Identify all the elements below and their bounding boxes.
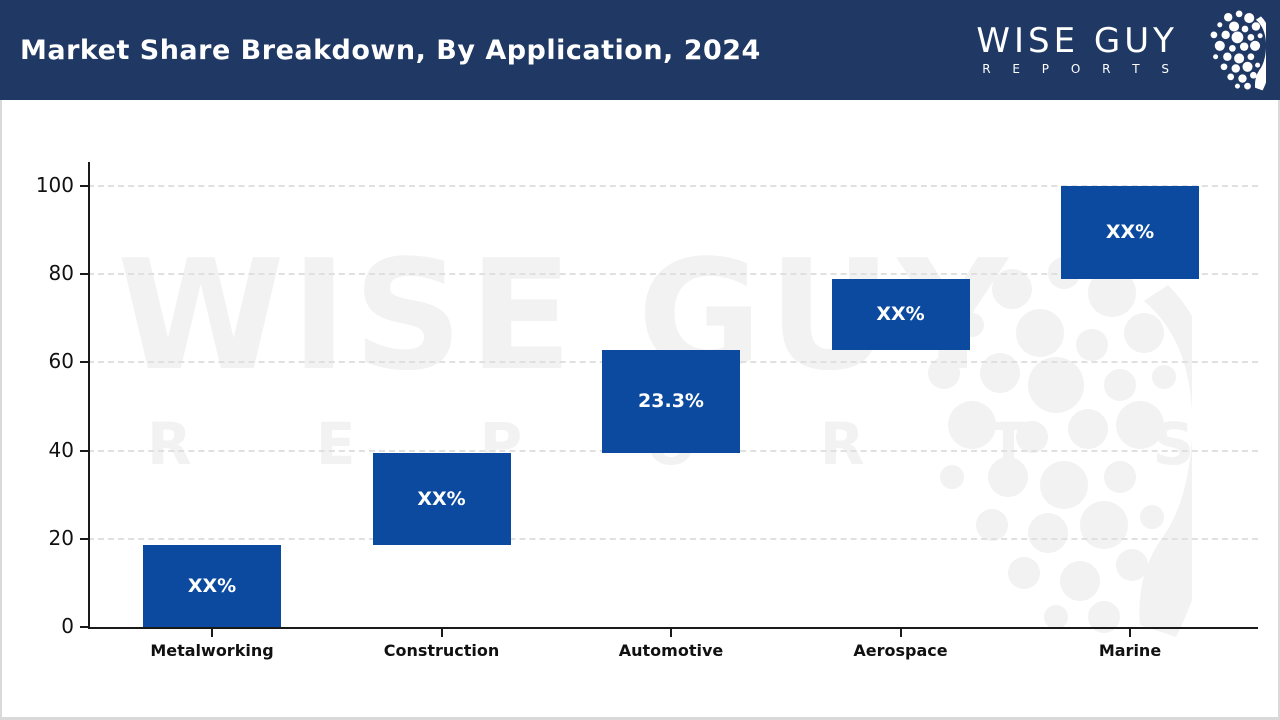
bar-value-label: XX% [417,488,466,511]
bar-value-label: XX% [876,303,925,326]
bar-marine: XX% [1061,186,1199,279]
bar-aerospace: XX% [831,278,970,351]
y-tick-label-40: 40 [48,437,74,462]
y-tick-label-0: 0 [61,614,74,638]
wiseguy-logo: WISE GUY R E P O R T S [976,6,1280,94]
chart-panel: WISE GUY R E P O R T S 020406080100XX%Me… [0,100,1280,720]
x-tick-3 [899,629,902,637]
gridline-100 [88,185,1258,187]
y-tick-label-60: 60 [48,349,74,374]
x-tick-1 [440,629,443,637]
x-tick-2 [670,629,672,637]
y-tick-80 [80,273,88,276]
y-tick-0 [80,626,88,628]
y-tick-100 [80,185,88,187]
y-tick-60 [80,361,88,364]
bar-value-label: 23.3% [638,390,704,413]
bar-metalworking: XX% [143,545,281,627]
chart-title: Market Share Breakdown, By Application, … [20,34,761,66]
x-category-label: Construction [383,641,500,660]
y-tick-label-20: 20 [48,525,74,550]
bar-value-label: XX% [187,575,237,598]
gridline-80 [88,273,1258,276]
y-tick-40 [80,449,88,452]
y-tick-label-80: 80 [48,261,74,286]
logo-subtitle-text: R E P O R T S [982,62,1178,76]
plot-area: 0 20 40 60 80 100 XX% Metalworking XX% Constructi… [2,100,1278,717]
bar-value-label: XX% [1105,221,1155,244]
y-tick-20 [80,537,88,540]
x-axis-line [88,627,1258,629]
x-category-label: Metalworking [150,641,274,660]
x-tick-4 [1129,629,1131,637]
x-category-label: Marine [1098,641,1162,660]
gridline-20 [88,537,1258,540]
y-axis-line [88,162,90,629]
bar-automotive: 23.3% [602,350,740,453]
logo-wordmark: WISE GUY R E P O R T S [976,24,1178,76]
logo-brand-text: WISE GUY [976,21,1178,61]
y-tick-label-100: 100 [35,173,74,197]
x-category-label: Aerospace [853,641,948,660]
header-bar: Market Share Breakdown, By Application, … [0,0,1280,100]
bar-construction: XX% [372,452,511,546]
x-category-label: Automotive [618,641,724,660]
logo-face-icon [1182,6,1266,94]
x-tick-0 [211,629,213,637]
